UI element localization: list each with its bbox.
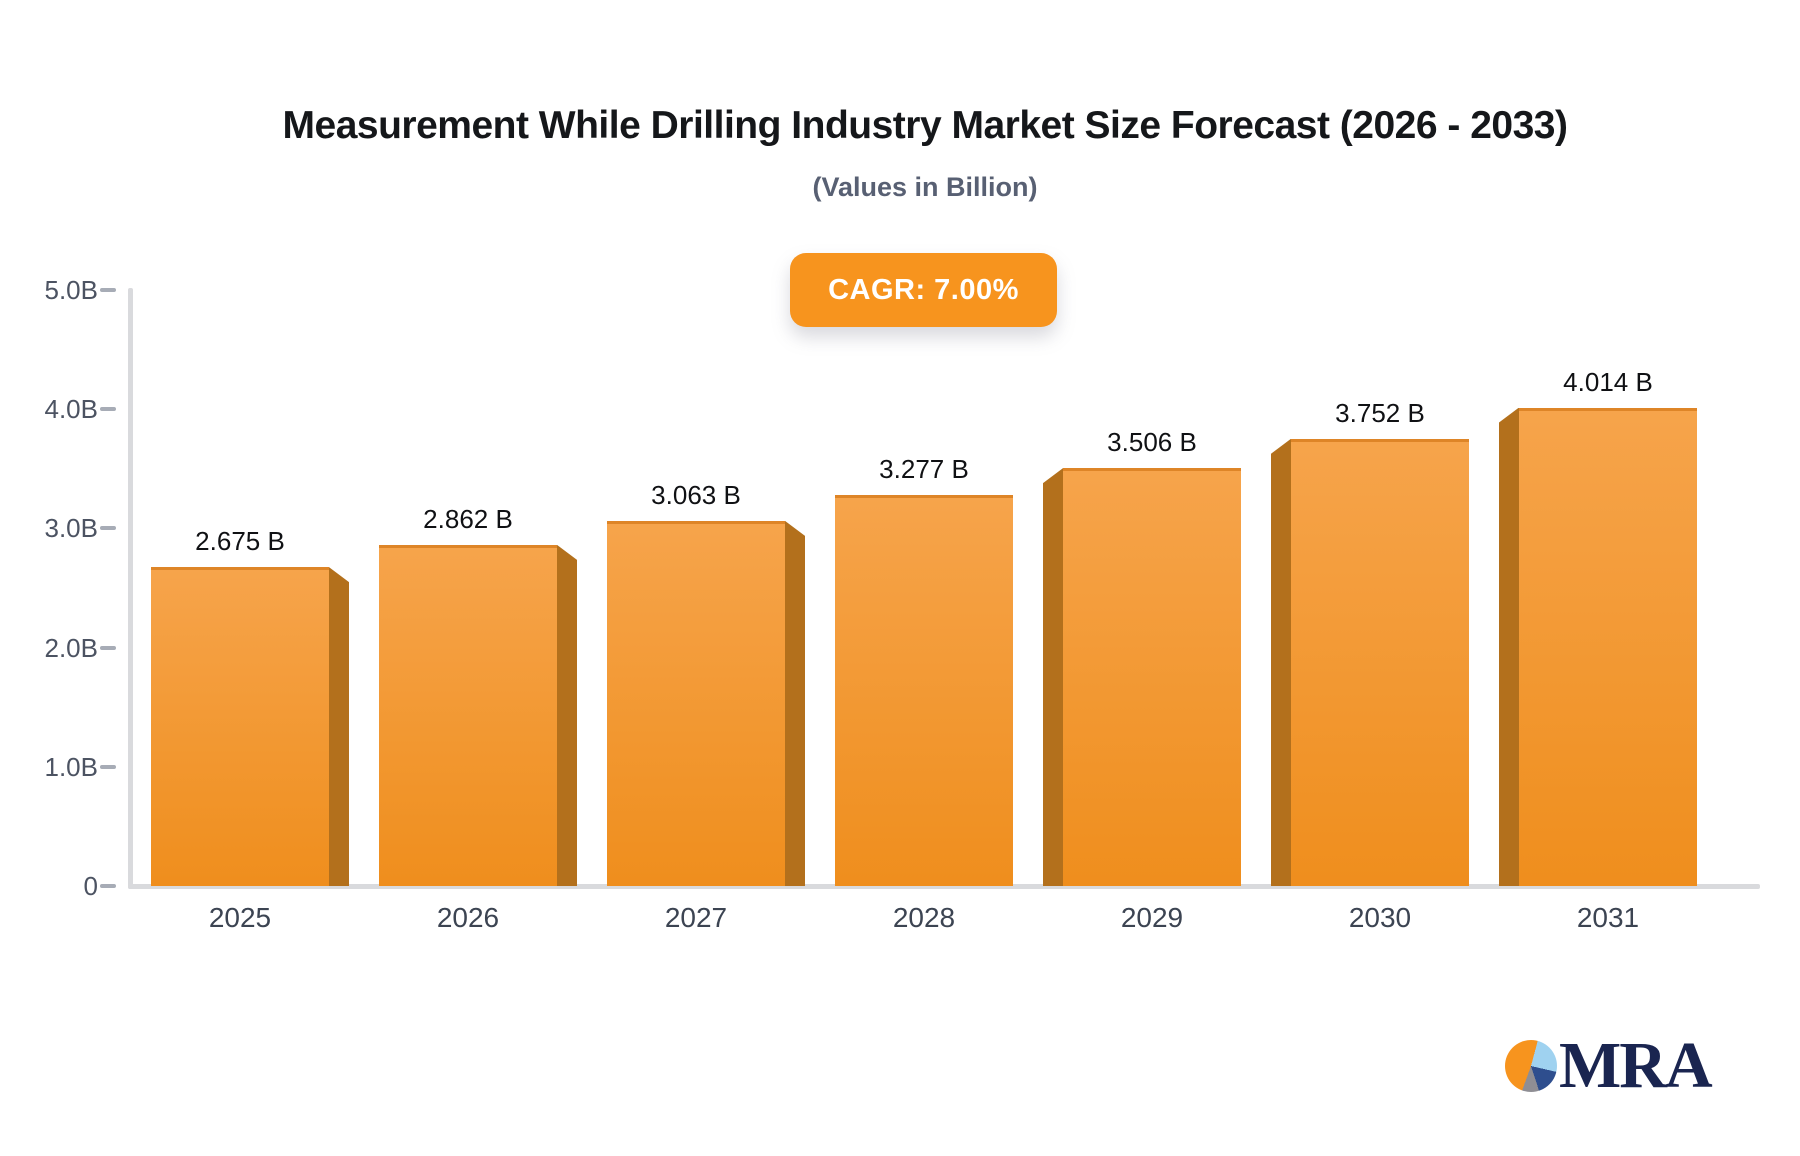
bar-2025 — [151, 567, 329, 886]
bar-value-label: 4.014 B — [1563, 366, 1653, 397]
y-axis-tick-mark — [100, 288, 116, 292]
y-axis-tick-mark — [100, 884, 116, 888]
bar-2029 — [1063, 468, 1241, 886]
y-axis-tick-mark — [100, 645, 116, 650]
bar-value-label: 3.063 B — [651, 479, 741, 510]
y-axis-tick-mark — [100, 407, 116, 412]
bar-2031 — [1519, 407, 1697, 886]
cagr-badge-label: CAGR: 7.00% — [828, 273, 1019, 306]
x-axis-label: 2025 — [208, 902, 272, 933]
bar-value-label: 3.277 B — [879, 454, 969, 485]
chart-subtitle: (Values in Billion) — [812, 172, 1038, 202]
y-axis-tick-label: 5.0B — [44, 275, 99, 305]
bar-side-2031 — [1499, 407, 1519, 886]
y-axis-tick-label: 2.0B — [44, 632, 99, 663]
x-axis-label: 2031 — [1576, 902, 1640, 933]
bar-side-2029 — [1043, 468, 1063, 886]
bar-value-label: 2.862 B — [423, 503, 513, 534]
x-axis-line — [128, 884, 1760, 889]
bar-side-2030 — [1271, 438, 1291, 886]
cagr-badge: CAGR: 7.00% — [790, 253, 1057, 327]
chart-title: Measurement While Drilling Industry Mark… — [282, 104, 1568, 147]
bar-side-2026 — [557, 544, 577, 886]
y-axis-tick-mark — [100, 526, 116, 531]
y-axis-tick-label: 3.0B — [44, 513, 99, 544]
bar-2028 — [835, 495, 1013, 886]
bar-2027 — [607, 520, 785, 886]
x-axis-label: 2028 — [892, 902, 956, 933]
y-axis-line — [128, 288, 133, 889]
bar-2026 — [379, 544, 557, 886]
bar-value-label: 3.506 B — [1107, 427, 1197, 458]
bar-value-label: 2.675 B — [195, 526, 285, 557]
x-axis-label: 2030 — [1348, 902, 1412, 933]
y-axis-tick-label: 1.0B — [44, 751, 99, 782]
x-axis-label: 2029 — [1120, 902, 1184, 933]
bar-side-2025 — [329, 567, 349, 886]
bar-side-2027 — [785, 520, 805, 886]
logo: MRA — [1505, 1029, 1713, 1102]
y-axis-tick-label: 0 — [83, 871, 98, 901]
bar-value-label: 3.752 B — [1335, 397, 1425, 428]
y-axis-tick-label: 4.0B — [44, 394, 99, 425]
x-axis-label: 2026 — [436, 902, 500, 933]
logo-pie-icon — [1505, 1040, 1557, 1092]
y-axis-tick-mark — [100, 764, 116, 769]
x-axis-label: 2027 — [664, 902, 728, 933]
bar-2030 — [1291, 438, 1469, 886]
logo-text: MRA — [1559, 1029, 1713, 1102]
